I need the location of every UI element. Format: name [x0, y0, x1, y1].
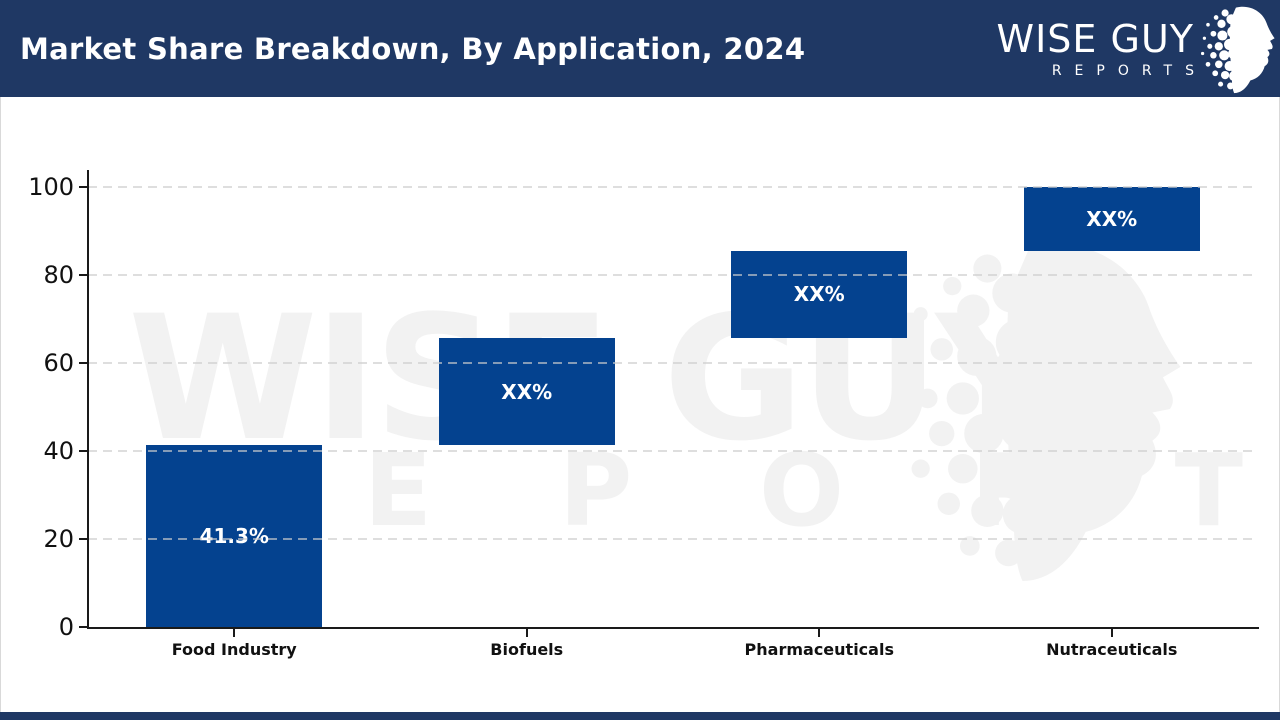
- y-tick: [79, 626, 87, 628]
- bar-value-label: XX%: [1086, 206, 1138, 231]
- bar: XX%: [438, 337, 615, 446]
- bar: XX%: [731, 250, 908, 338]
- bar: XX%: [1023, 187, 1200, 251]
- y-tick: [79, 450, 87, 452]
- y-tick: [79, 362, 87, 364]
- page-title: Market Share Breakdown, By Application, …: [20, 31, 806, 66]
- logo-head-icon: [1200, 6, 1275, 94]
- x-axis-label: Biofuels: [490, 640, 564, 659]
- x-axis-label: Pharmaceuticals: [744, 640, 894, 659]
- logo-reports-text: REPORTS: [1051, 62, 1207, 79]
- y-tick-label: 100: [28, 173, 74, 201]
- x-tick: [1110, 629, 1113, 637]
- logo-wiseguy-text: WISE GUY: [996, 17, 1194, 61]
- y-tick: [79, 186, 87, 188]
- y-tick-label: 80: [43, 261, 74, 289]
- bar: 41.3%: [146, 445, 323, 627]
- logo: WISE GUY REPORTS: [996, 17, 1194, 79]
- x-axis-label: Nutraceuticals: [1046, 640, 1178, 659]
- y-tick-label: 0: [58, 613, 74, 641]
- x-tick: [525, 629, 528, 637]
- bar-value-label: 41.3%: [199, 524, 269, 549]
- y-tick: [79, 274, 87, 276]
- bar-value-label: XX%: [793, 282, 845, 307]
- x-axis-label: Food Industry: [171, 640, 297, 659]
- x-tick: [233, 629, 236, 637]
- y-tick-label: 40: [43, 437, 74, 465]
- footer-bar: [0, 712, 1280, 720]
- x-axis-spine: [87, 627, 1259, 629]
- bar-value-label: XX%: [501, 379, 553, 404]
- watermark-head-icon: [893, 244, 1181, 582]
- header-bar: Market Share Breakdown, By Application, …: [0, 0, 1280, 97]
- y-tick-label: 60: [43, 349, 74, 377]
- y-axis-spine: [87, 170, 89, 629]
- x-tick: [818, 629, 821, 637]
- y-tick-label: 20: [43, 525, 74, 553]
- y-tick: [79, 538, 87, 540]
